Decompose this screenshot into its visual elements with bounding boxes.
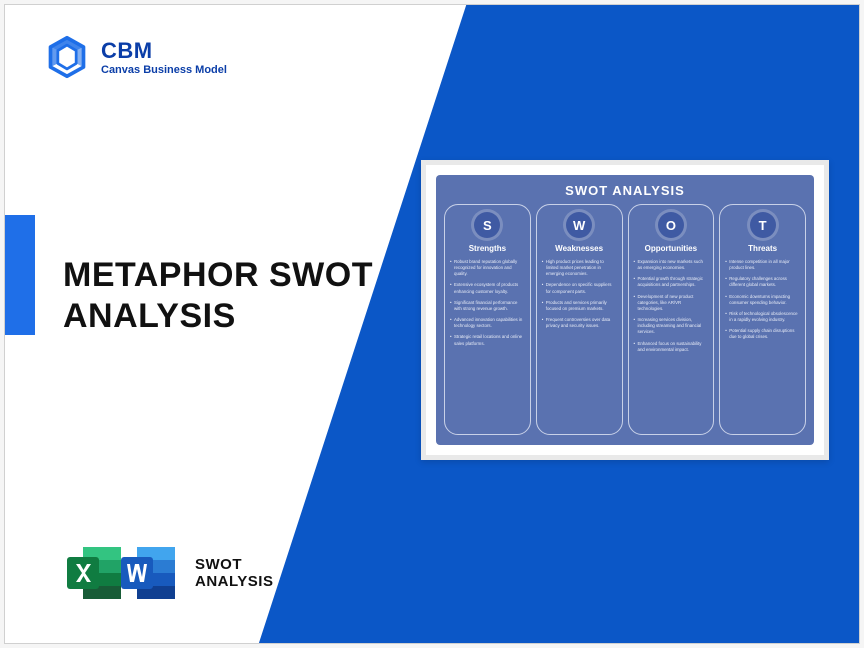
list-item: Intense competition in all major product… [725, 259, 800, 271]
swot-col-opportunities: O Opportunities Expansion into new marke… [628, 204, 715, 435]
swot-heading-opportunities: Opportunities [645, 244, 697, 253]
list-item: Economic downturns impacting consumer sp… [725, 294, 800, 306]
list-item: Enhanced focus on sustainability and env… [634, 341, 709, 353]
swot-letter-o: O [658, 212, 684, 238]
slide-canvas: CBM Canvas Business Model METAPHOR SWOT … [4, 4, 860, 644]
list-item: Potential growth through strategic acqui… [634, 276, 709, 288]
list-item: Expansion into new markets such as emerg… [634, 259, 709, 271]
swot-preview-card: SWOT ANALYSIS S Strengths Robust brand r… [421, 160, 829, 460]
format-label-line1: SWOT [195, 556, 273, 573]
list-item: Significant financial performance with s… [450, 300, 525, 312]
file-format-label: SWOT ANALYSIS [195, 556, 273, 590]
list-item: Products and services primarily focused … [542, 300, 617, 312]
main-heading: METAPHOR SWOT ANALYSIS [63, 255, 423, 337]
list-item: High product prices leading to limited m… [542, 259, 617, 277]
swot-col-weaknesses: W Weaknesses High product prices leading… [536, 204, 623, 435]
swot-items-weaknesses: High product prices leading to limited m… [542, 259, 617, 334]
heading-line1: METAPHOR SWOT [63, 256, 373, 294]
swot-heading-strengths: Strengths [469, 244, 506, 253]
list-item: Development of new product categories, l… [634, 294, 709, 312]
brand-text: CBM Canvas Business Model [101, 38, 227, 76]
brand-subtitle: Canvas Business Model [101, 64, 227, 76]
file-format-row: SWOT ANALYSIS [63, 541, 273, 605]
swot-letter-w: W [566, 212, 592, 238]
swot-items-opportunities: Expansion into new markets such as emerg… [634, 259, 709, 358]
list-item: Potential supply chain disruptions due t… [725, 328, 800, 340]
list-item: Risk of technological obsolescence in a … [725, 311, 800, 323]
brand-name: CBM [101, 38, 227, 64]
list-item: Robust brand reputation globally recogni… [450, 259, 525, 277]
list-item: Regulatory challenges across different g… [725, 276, 800, 288]
list-item: Advanced innovation capabilities in tech… [450, 317, 525, 329]
list-item: Increasing services division, including … [634, 317, 709, 335]
swot-col-strengths: S Strengths Robust brand reputation glob… [444, 204, 531, 435]
list-item: Frequent controversies over data privacy… [542, 317, 617, 329]
swot-col-threats: T Threats Intense competition in all maj… [719, 204, 806, 435]
logo-hex-icon [45, 35, 89, 79]
list-item: Extensive ecosystem of products enhancin… [450, 282, 525, 294]
swot-heading-weaknesses: Weaknesses [555, 244, 603, 253]
swot-letter-s: S [474, 212, 500, 238]
list-item: Strategic retail locations and online sa… [450, 334, 525, 346]
format-label-line2: ANALYSIS [195, 573, 273, 590]
heading-line2: ANALYSIS [63, 297, 236, 335]
swot-items-strengths: Robust brand reputation globally recogni… [450, 259, 525, 352]
word-icon [117, 541, 181, 605]
left-accent-bar [5, 215, 35, 335]
swot-inner-panel: SWOT ANALYSIS S Strengths Robust brand r… [436, 175, 814, 445]
brand-logo: CBM Canvas Business Model [45, 35, 227, 79]
swot-columns: S Strengths Robust brand reputation glob… [444, 204, 806, 435]
swot-letter-t: T [750, 212, 776, 238]
swot-heading-threats: Threats [748, 244, 777, 253]
swot-items-threats: Intense competition in all major product… [725, 259, 800, 346]
list-item: Dependence on specific suppliers for com… [542, 282, 617, 294]
swot-title: SWOT ANALYSIS [444, 183, 806, 198]
